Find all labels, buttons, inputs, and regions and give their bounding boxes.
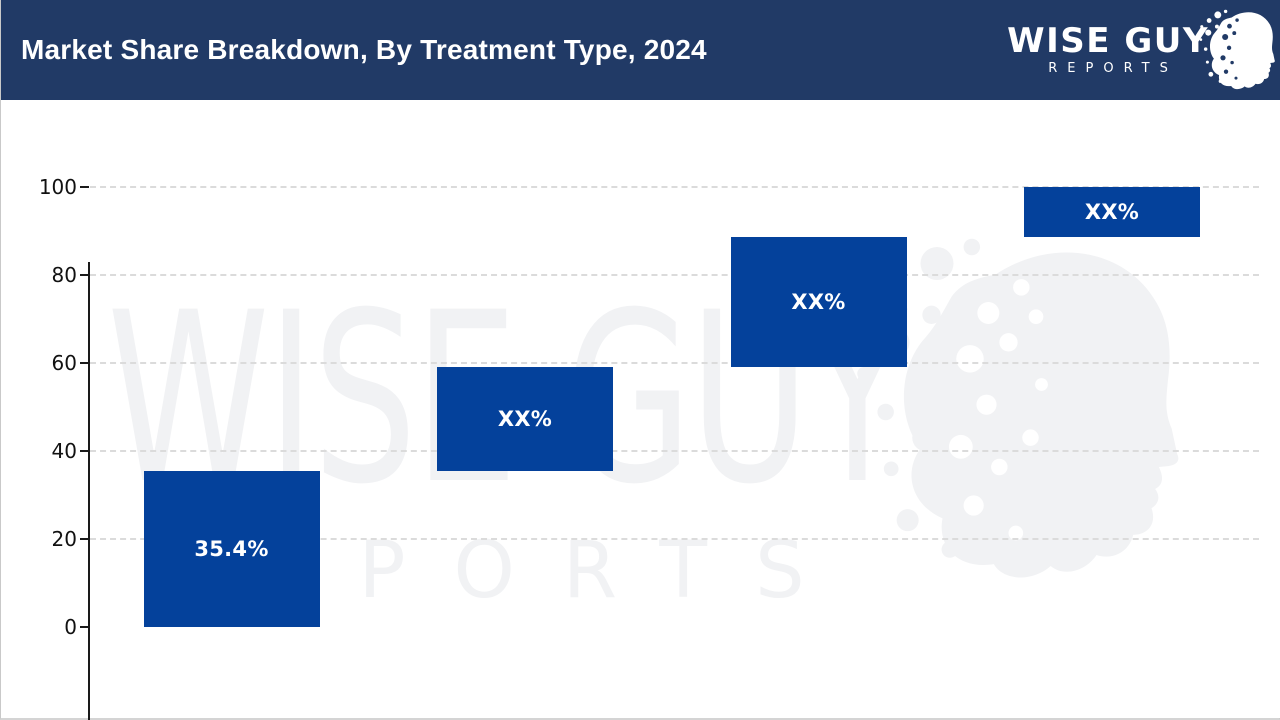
y-tick-label: 60: [51, 351, 77, 375]
y-tick-label: 40: [51, 439, 77, 463]
gridline: [90, 186, 1259, 188]
y-axis-line: [88, 262, 90, 720]
axis-layer: 020406080100SurgeryRadiation TherapyChem…: [1, 100, 1280, 720]
gridline: [90, 538, 1259, 540]
logo-head-icon: [1199, 9, 1275, 90]
gridline: [90, 450, 1259, 452]
y-tick-mark: [80, 362, 89, 364]
chart-area: WISE GUY REPORTS 35: [1, 100, 1280, 720]
y-tick-mark: [80, 274, 89, 276]
logo-wiseguy-text: WISE GUY: [1007, 21, 1209, 62]
brand-logo-text: WISE GUY REPORTS: [1007, 21, 1209, 76]
y-tick-mark: [80, 626, 89, 628]
y-tick-label: 80: [51, 263, 77, 287]
bar: XX%: [437, 366, 613, 472]
bar-value-label: XX%: [791, 290, 846, 315]
y-tick-label: 20: [51, 527, 77, 551]
bar: XX%: [730, 237, 907, 367]
y-tick-label: 100: [38, 175, 77, 199]
brand-logo: WISE GUY REPORTS: [1007, 4, 1275, 96]
bar-value-label: XX%: [497, 407, 553, 432]
bar: 35.4%: [143, 471, 320, 627]
grid-layer: [1, 100, 1280, 718]
y-tick-mark: [80, 538, 89, 540]
gridline: [90, 274, 1259, 276]
bar: XX%: [1024, 187, 1200, 238]
logo-reports-text: REPORTS: [1048, 60, 1178, 76]
bar-layer: 35.4% XX% XX% XX%: [1, 100, 1280, 718]
bar-value-label: XX%: [1084, 200, 1140, 225]
y-tick-mark: [80, 450, 89, 452]
y-tick-label: 0: [64, 615, 77, 639]
page-title: Market Share Breakdown, By Treatment Typ…: [21, 34, 707, 65]
header-bar: Market Share Breakdown, By Treatment Typ…: [1, 0, 1280, 100]
gridline: [90, 362, 1259, 364]
y-tick-mark: [80, 186, 89, 188]
bar-value-label: 35.4%: [194, 537, 269, 562]
